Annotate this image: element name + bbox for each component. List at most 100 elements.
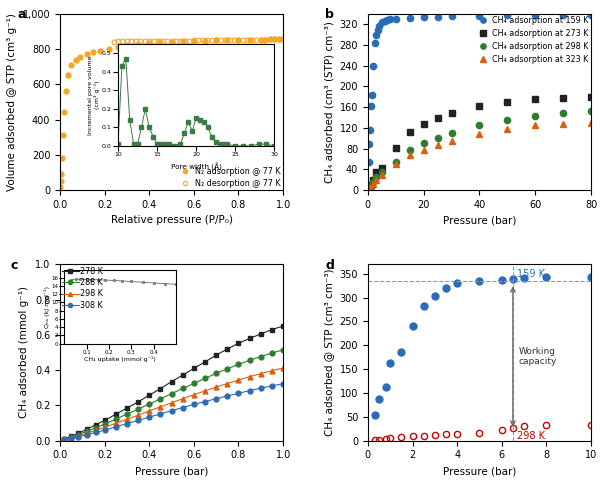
298 K <box>112 420 119 426</box>
308 K <box>179 405 187 411</box>
308 K <box>280 381 287 387</box>
CH₄ adsorption at 159 K <box>420 14 427 20</box>
CH₄ adsorption at 159 K <box>406 15 413 21</box>
N₂ desorption @ 77 K <box>132 38 139 44</box>
288 K <box>157 396 164 402</box>
278 K <box>212 352 220 358</box>
CH₄ adsorption at 273 K <box>370 177 377 183</box>
N₂ adsorption @ 77 K <box>266 37 274 42</box>
CH₄ adsorption at 298 K <box>373 174 380 180</box>
308 K <box>190 401 197 407</box>
N₂ adsorption @ 77 K <box>58 171 65 177</box>
288 K <box>61 436 68 442</box>
N₂ desorption @ 77 K <box>221 37 229 43</box>
278 K <box>168 379 175 385</box>
278 K <box>190 365 197 371</box>
CH₄ adsorption at 323 K <box>587 120 595 126</box>
298 K <box>74 433 82 439</box>
278 K <box>124 405 131 411</box>
CH₄ adsorption at 159 K <box>370 63 377 69</box>
N₂ adsorption @ 77 K <box>64 73 71 78</box>
Line: N₂ adsorption @ 77 K: N₂ adsorption @ 77 K <box>58 37 286 189</box>
X-axis label: Pressure (bar): Pressure (bar) <box>443 215 516 225</box>
CH₄ adsorption at 273 K <box>365 186 373 191</box>
N₂ desorption @ 77 K <box>280 37 287 42</box>
CH₄ adsorption at 159 K <box>392 16 400 22</box>
CH₄ adsorption at 159 K <box>367 128 374 133</box>
N₂ adsorption @ 77 K <box>134 41 142 47</box>
278 K <box>224 346 231 352</box>
N₂ desorption @ 77 K <box>195 37 202 43</box>
N₂ adsorption @ 77 K <box>59 132 66 138</box>
Line: 308 K: 308 K <box>62 381 286 442</box>
Line: CH₄ adsorption at 273 K: CH₄ adsorption at 273 K <box>365 94 594 192</box>
N₂ desorption @ 77 K <box>172 38 179 44</box>
CH₄ adsorption at 323 K <box>365 186 373 192</box>
N₂ adsorption @ 77 K <box>146 40 153 46</box>
298 K <box>212 384 220 390</box>
CH₄ adsorption at 323 K <box>532 122 539 128</box>
288 K <box>268 350 275 356</box>
N₂ adsorption @ 77 K <box>61 110 68 115</box>
CH₄ adsorption at 159 K <box>386 17 394 22</box>
N₂ adsorption @ 77 K <box>257 37 265 43</box>
278 K <box>246 336 253 341</box>
278 K <box>74 431 82 436</box>
N₂ adsorption @ 77 K <box>280 37 287 42</box>
N₂ adsorption @ 77 K <box>115 44 122 50</box>
CH₄ adsorption at 159 K <box>365 159 373 165</box>
288 K <box>74 432 82 438</box>
CH₄ adsorption at 159 K <box>373 33 380 38</box>
N₂ adsorption @ 77 K <box>97 48 104 54</box>
308 K <box>246 388 253 393</box>
CH₄ adsorption at 273 K <box>587 94 595 100</box>
CH₄ adsorption at 159 K <box>365 142 373 148</box>
298 K <box>124 416 131 422</box>
CH₄ adsorption at 323 K <box>420 147 427 152</box>
288 K <box>92 425 99 431</box>
CH₄ adsorption at 298 K <box>392 159 400 165</box>
N₂ adsorption @ 77 K <box>106 46 113 52</box>
CH₄ adsorption at 159 K <box>367 103 374 109</box>
N₂ adsorption @ 77 K <box>246 37 253 43</box>
278 K <box>68 433 75 439</box>
CH₄ adsorption at 323 K <box>504 126 511 132</box>
N₂ adsorption @ 77 K <box>58 155 65 161</box>
Legend: N₂ adsorption @ 77 K, N₂ desorption @ 77 K: N₂ adsorption @ 77 K, N₂ desorption @ 77… <box>178 168 281 187</box>
288 K <box>246 357 253 363</box>
CH₄ adsorption at 298 K <box>370 179 377 185</box>
278 K <box>268 327 275 333</box>
288 K <box>134 406 142 412</box>
CH₄ adsorption at 323 K <box>560 121 567 127</box>
N₂ desorption @ 77 K <box>110 38 117 44</box>
N₂ desorption @ 77 K <box>119 38 126 44</box>
Legend: CH₄ adsorption at 159 K, CH₄ adsorption at 273 K, CH₄ adsorption at 298 K, CH₄ a: CH₄ adsorption at 159 K, CH₄ adsorption … <box>475 16 589 64</box>
N₂ adsorption @ 77 K <box>168 39 175 45</box>
N₂ desorption @ 77 K <box>186 37 193 43</box>
298 K <box>157 404 164 410</box>
N₂ desorption @ 77 K <box>150 38 157 44</box>
298 K <box>179 396 187 402</box>
N₂ adsorption @ 77 K <box>90 50 97 56</box>
308 K <box>112 424 119 430</box>
CH₄ adsorption at 159 K <box>560 12 567 18</box>
Text: c: c <box>11 259 18 272</box>
N₂ desorption @ 77 K <box>128 38 135 44</box>
CH₄ adsorption at 273 K <box>434 115 441 121</box>
278 K <box>280 323 287 329</box>
CH₄ adsorption at 298 K <box>532 113 539 119</box>
288 K <box>280 347 287 353</box>
298 K <box>168 400 175 406</box>
N₂ adsorption @ 77 K <box>275 37 282 42</box>
N₂ desorption @ 77 K <box>208 37 215 43</box>
N₂ desorption @ 77 K <box>271 37 278 42</box>
CH₄ adsorption at 298 K <box>560 111 567 116</box>
CH₄ adsorption at 323 K <box>373 177 380 183</box>
CH₄ adsorption at 159 K <box>448 13 455 19</box>
308 K <box>124 421 131 427</box>
N₂ desorption @ 77 K <box>262 37 269 42</box>
N₂ adsorption @ 77 K <box>124 42 131 48</box>
CH₄ adsorption at 273 K <box>448 111 455 116</box>
CH₄ adsorption at 323 K <box>365 186 373 191</box>
288 K <box>83 429 91 434</box>
